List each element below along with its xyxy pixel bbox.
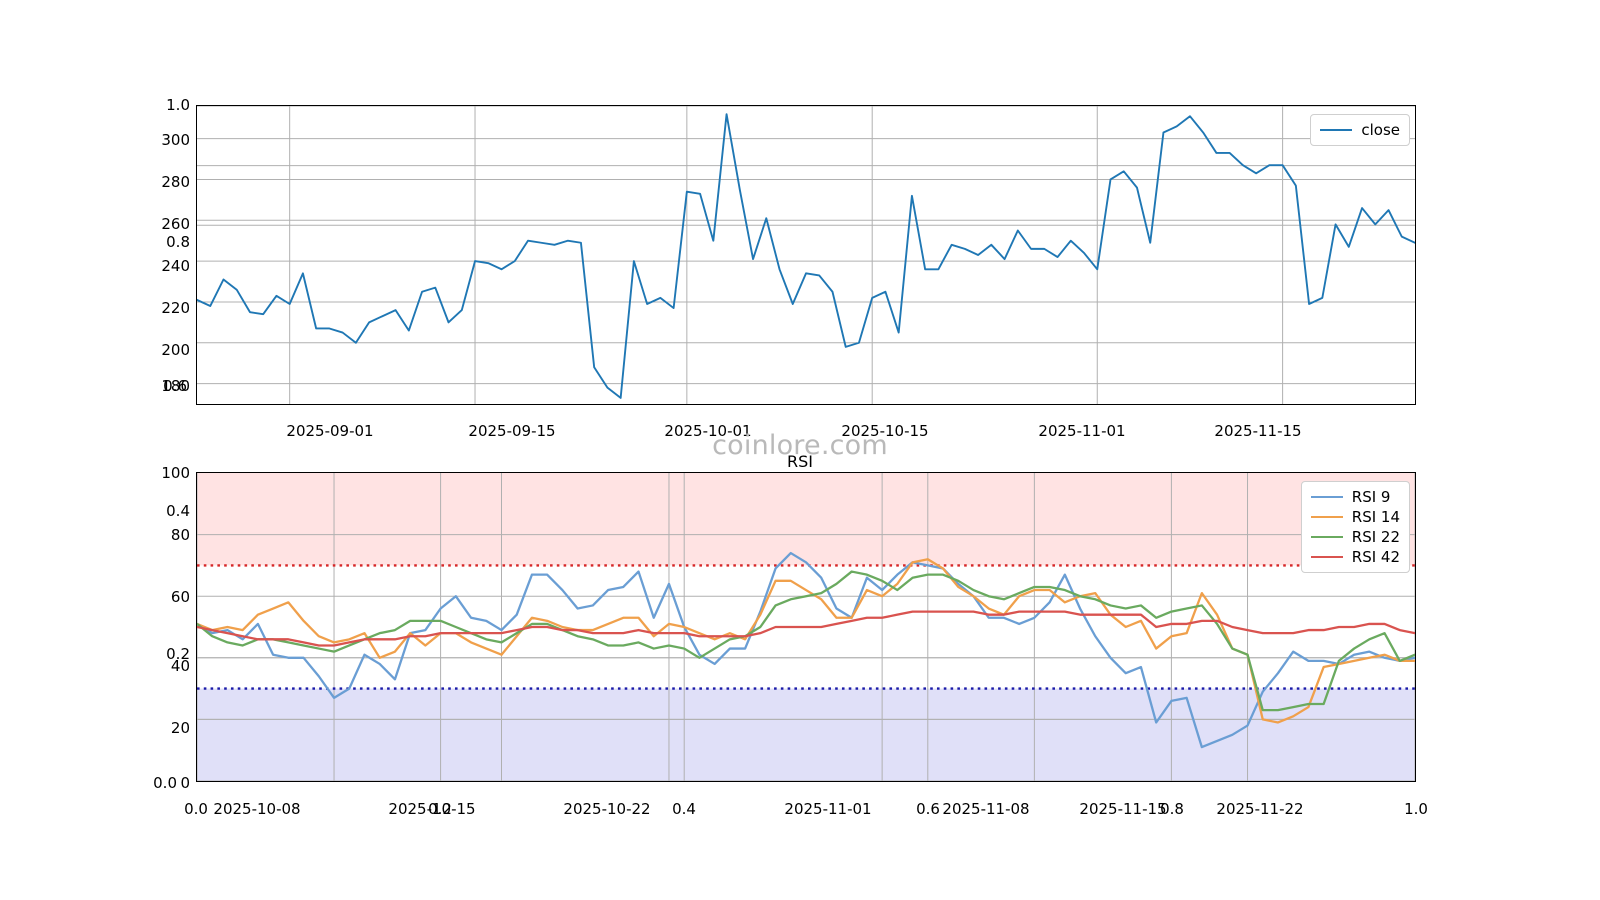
legend-label-rsi9: RSI 9 [1351,488,1391,506]
price-ytick-260: 260 [161,215,190,233]
rsi-xtick-norm-0: 0.0 [184,800,208,818]
series-line-rsi-9 [197,551,1415,749]
rsi-xtick-norm-2: 0.4 [672,800,696,818]
price-ytick-180: 180 [161,377,190,395]
rsi22-line-swatch [1310,536,1343,538]
shaded-band-1 [197,688,1415,781]
price-ytick-0.6: 0.6 [163,377,187,395]
legend-label-rsi14: RSI 14 [1351,508,1400,526]
series-line-rsi-42 [197,610,1415,647]
legend-item-rsi14[interactable]: RSI 14 [1310,507,1400,527]
price-ytick-300: 300 [161,131,190,149]
price-ytick-280: 280 [161,173,190,191]
rsi-chart-title: RSI [787,452,813,471]
rsi-xtick-0: 2025-10-08 [213,800,301,818]
rsi-ytick-0.2: 0.2 [166,645,190,663]
rsi-ytick-0.4: 0.4 [166,502,190,520]
rsi-ytick-0: 0 [180,774,190,792]
price-ytick-220: 220 [161,299,190,317]
rsi-ytick-100: 100 [161,464,190,482]
price-plot-area [197,106,1415,404]
rsi42-line-swatch [1310,556,1343,558]
rsi-plot-area [197,473,1415,781]
legend-item-rsi9[interactable]: RSI 9 [1310,487,1400,507]
rsi-ytick-40: 40 [170,657,190,675]
legend-label-rsi22: RSI 22 [1351,528,1400,546]
rsi14-line-swatch [1310,516,1343,518]
rsi-xtick-norm-1: 0.2 [428,800,452,818]
rsi-legend: RSI 9 RSI 14 RSI 22 RSI 42 [1300,481,1410,573]
price-ytick-0.8: 0.8 [166,233,190,251]
series-line-rsi-14 [197,558,1415,724]
rsi-xtick-3: 2025-11-01 [784,800,872,818]
rsi-xtick-4: 2025-11-08 [942,800,1030,818]
rsi-ytick-0.0: 0.0 [153,774,177,792]
price-ytick-0: 1.0 [166,96,190,114]
price-xtick-5: 2025-11-15 [1214,422,1302,440]
shaded-band-0 [197,473,1415,566]
price-xtick-0: 2025-09-01 [286,422,374,440]
legend-item-rsi22[interactable]: RSI 22 [1310,527,1400,547]
price-xtick-4: 2025-11-01 [1038,422,1126,440]
rsi-xtick-norm-4: 0.8 [1160,800,1184,818]
price-xtick-1: 2025-09-15 [468,422,556,440]
rsi-xtick-norm-3: 0.6 [916,800,940,818]
price-ytick-200: 200 [161,341,190,359]
price-legend: close [1310,114,1410,146]
rsi-xtick-2: 2025-10-22 [563,800,651,818]
price-ytick-240: 240 [161,257,190,275]
series-line-rsi-22 [197,570,1415,712]
legend-label-rsi42: RSI 42 [1351,548,1400,566]
series-line-close [197,113,1415,399]
price-xtick-3: 2025-10-15 [841,422,929,440]
rsi-ytick-20: 20 [170,719,190,737]
price-xtick-2: 2025-10-01 [664,422,752,440]
rsi-xtick-1: 2025-10-15 [388,800,476,818]
rsi-ytick-60: 60 [170,588,190,606]
rsi-xtick-6: 2025-11-22 [1216,800,1304,818]
rsi-chart-panel: RSI 9 RSI 14 RSI 22 RSI 42 [196,472,1416,782]
price-chart-panel: close [196,105,1416,405]
rsi-xtick-5: 2025-11-15 [1079,800,1167,818]
rsi-ytick-80: 80 [170,526,190,544]
legend-item-rsi42[interactable]: RSI 42 [1310,547,1400,567]
rsi9-line-swatch [1310,496,1343,498]
legend-label-close: close [1361,121,1400,139]
legend-item-close[interactable]: close [1320,120,1400,140]
watermark: coinlore.com [712,430,888,461]
rsi-xtick-norm-5: 1.0 [1404,800,1428,818]
close-line-swatch [1320,129,1353,131]
